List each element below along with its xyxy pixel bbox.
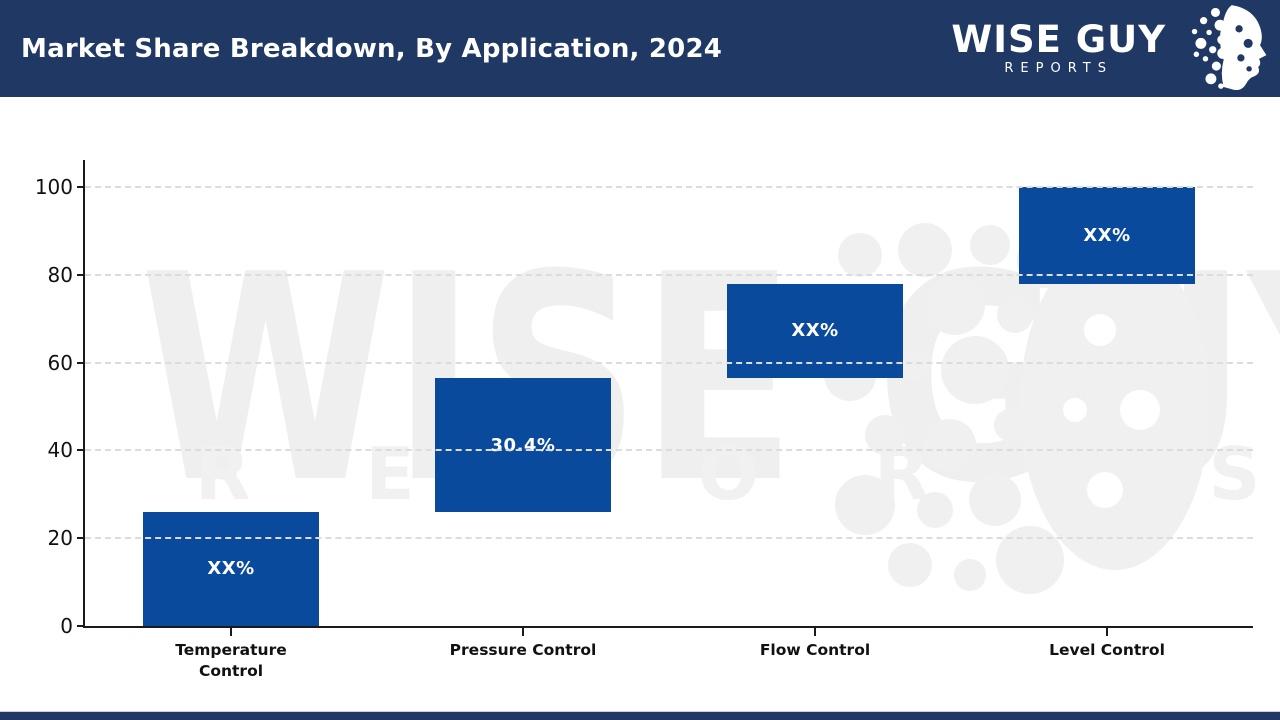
x-tick-0: [230, 628, 232, 636]
bar-pressure-control: 30.4%: [435, 378, 611, 512]
y-tick-label-100: 100: [34, 175, 73, 199]
x-tick-1: [522, 628, 524, 636]
gridline-20: [85, 537, 1253, 540]
x-axis: [83, 626, 1253, 628]
x-tick-2: [814, 628, 816, 636]
y-tick-60: [77, 361, 85, 364]
x-tick-label-3: Level Control: [1049, 641, 1165, 659]
y-tick-label-0: 0: [60, 614, 73, 638]
y-tick-label-80: 80: [47, 262, 73, 287]
header-bar: Market Share Breakdown, By Application, …: [0, 0, 1280, 97]
y-tick-100: [77, 186, 85, 188]
bar-level-control: XX%: [1019, 187, 1195, 284]
y-tick-20: [77, 537, 85, 540]
x-tick-label-1: Pressure Control: [449, 641, 597, 659]
wise-guy-reports-logo: WISE GUY REPORTS: [951, 1, 1280, 97]
x-tick-3: [1106, 628, 1108, 636]
face-profile-dots-icon: [1170, 1, 1270, 97]
bar-value-label: XX%: [791, 320, 839, 342]
bar-value-label: XX%: [207, 558, 255, 580]
y-tick-label-20: 20: [47, 526, 73, 551]
footer-divider: [0, 711, 1280, 712]
logo-subtitle: REPORTS: [1004, 61, 1113, 76]
y-tick-label-60: 60: [47, 350, 73, 375]
logo-wordmark: WISE GUY: [951, 18, 1166, 61]
y-tick-80: [77, 273, 85, 276]
gridline-60: [85, 361, 1253, 364]
gridline-100: [85, 186, 1253, 188]
x-tick-label-2: Flow Control: [759, 641, 871, 659]
gridline-80: [85, 273, 1253, 276]
bar-temperature-control: XX%: [143, 511, 319, 626]
gridline-40: [85, 449, 1253, 452]
y-tick-0: [77, 625, 85, 627]
footer-bar: [0, 712, 1280, 720]
bar-value-label: XX%: [1083, 224, 1131, 246]
y-tick-40: [77, 449, 85, 452]
y-axis: [83, 160, 85, 628]
x-tick-label-0: Temperature Control: [175, 641, 287, 680]
page-title: Market Share Breakdown, By Application, …: [21, 33, 723, 64]
logo-text: WISE GUY REPORTS: [951, 21, 1166, 76]
y-tick-label-40: 40: [47, 438, 73, 463]
